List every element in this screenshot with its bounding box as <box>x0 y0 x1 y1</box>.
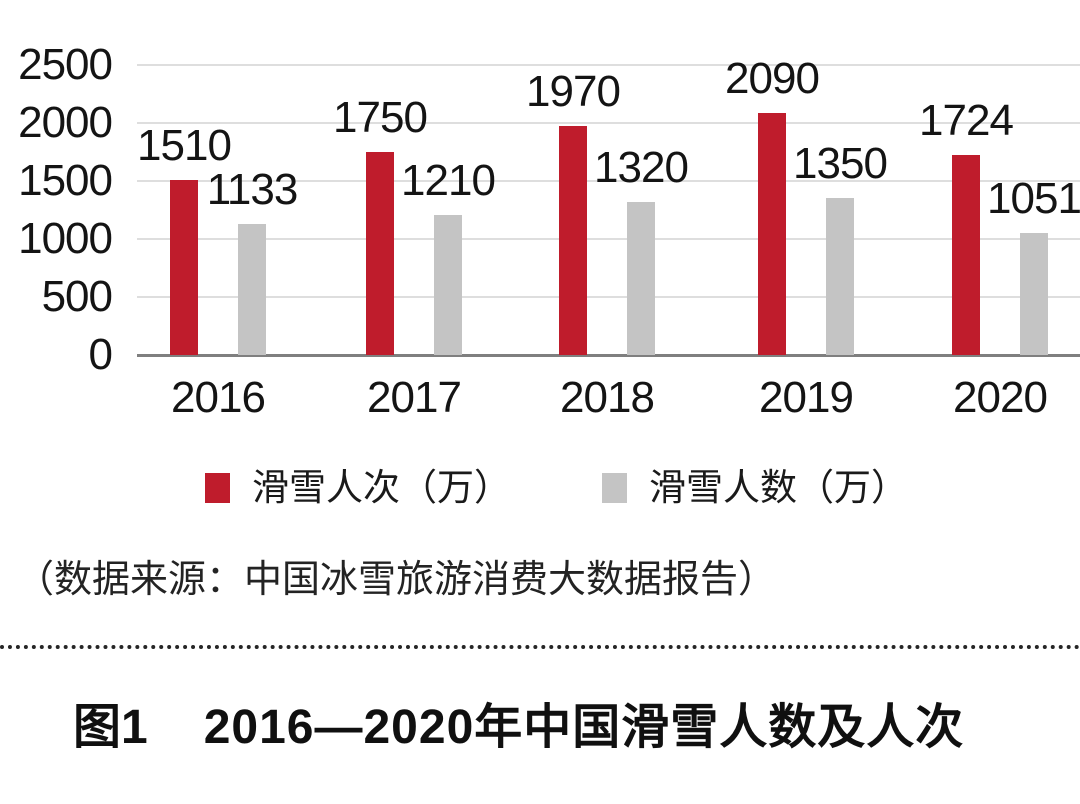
ski-visits-value-label-2019: 2090 <box>725 54 820 103</box>
y-tick-label: 500 <box>41 272 113 321</box>
ski-visits-value-label-2020: 1724 <box>919 96 1014 145</box>
ski-visits-bar-2019 <box>758 113 786 355</box>
gridline <box>137 238 1080 240</box>
y-tick-label: 2500 <box>18 40 113 89</box>
x-tick-label-2020: 2020 <box>953 373 1048 422</box>
ski-visits-bar-2017 <box>366 152 394 355</box>
figure-caption: 图1 2016—2020年中国滑雪人数及人次 <box>73 700 964 756</box>
legend-label-ski-visits: 滑雪人次（万） <box>252 467 511 508</box>
y-tick-label: 1000 <box>18 214 113 263</box>
bar-chart-plot: 0 500 1000 1500 2000 2500 1510 1133 2016 1750 1210… <box>18 40 1080 422</box>
gridline <box>137 122 1080 124</box>
skier-count-bar-2020 <box>1020 233 1048 355</box>
skier-count-value-label-2020: 1051 <box>987 174 1080 223</box>
y-tick-label: 0 <box>88 330 113 379</box>
data-source-note: （数据来源：中国冰雪旅游消费大数据报告） <box>16 559 777 601</box>
ski-visits-bar-2016 <box>170 180 198 355</box>
dotted-divider <box>0 645 1080 649</box>
legend-swatch-gray <box>602 473 627 503</box>
x-tick-label-2016: 2016 <box>171 373 266 422</box>
x-tick-label-2017: 2017 <box>367 373 462 422</box>
ski-visits-value-label-2017: 1750 <box>333 93 428 142</box>
ski-visits-bar-2018 <box>559 126 587 355</box>
ski-visits-bar-2020 <box>952 155 980 355</box>
skier-count-bar-2016 <box>238 224 266 355</box>
gridline <box>137 64 1080 66</box>
ski-visits-value-label-2018: 1970 <box>526 67 621 116</box>
legend-item-ski-visits: 滑雪人次（万） <box>205 468 511 508</box>
gridline <box>137 296 1080 298</box>
skier-count-value-label-2019: 1350 <box>793 139 888 188</box>
skier-count-bar-2019 <box>826 198 854 355</box>
x-axis-line <box>137 354 1080 357</box>
skier-count-bar-2018 <box>627 202 655 355</box>
legend-label-skier-count: 滑雪人数（万） <box>649 467 908 508</box>
chart-legend: 滑雪人次（万） 滑雪人数（万） <box>0 462 1080 508</box>
skier-count-value-label-2018: 1320 <box>594 143 689 192</box>
skier-count-value-label-2017: 1210 <box>401 156 496 205</box>
x-tick-label-2019: 2019 <box>759 373 854 422</box>
skier-count-value-label-2016: 1133 <box>206 165 299 214</box>
legend-swatch-red <box>205 473 230 503</box>
ski-visits-value-label-2016: 1510 <box>137 121 232 170</box>
figure-caption-title: 2016—2020年中国滑雪人数及人次 <box>203 701 965 754</box>
x-tick-label-2018: 2018 <box>560 373 655 422</box>
skier-count-bar-2017 <box>434 215 462 355</box>
figure-caption-number: 图1 <box>73 701 148 754</box>
gridline <box>137 180 1080 182</box>
y-tick-label: 2000 <box>18 98 113 147</box>
legend-item-skier-count: 滑雪人数（万） <box>602 468 908 508</box>
y-tick-label: 1500 <box>18 156 113 205</box>
